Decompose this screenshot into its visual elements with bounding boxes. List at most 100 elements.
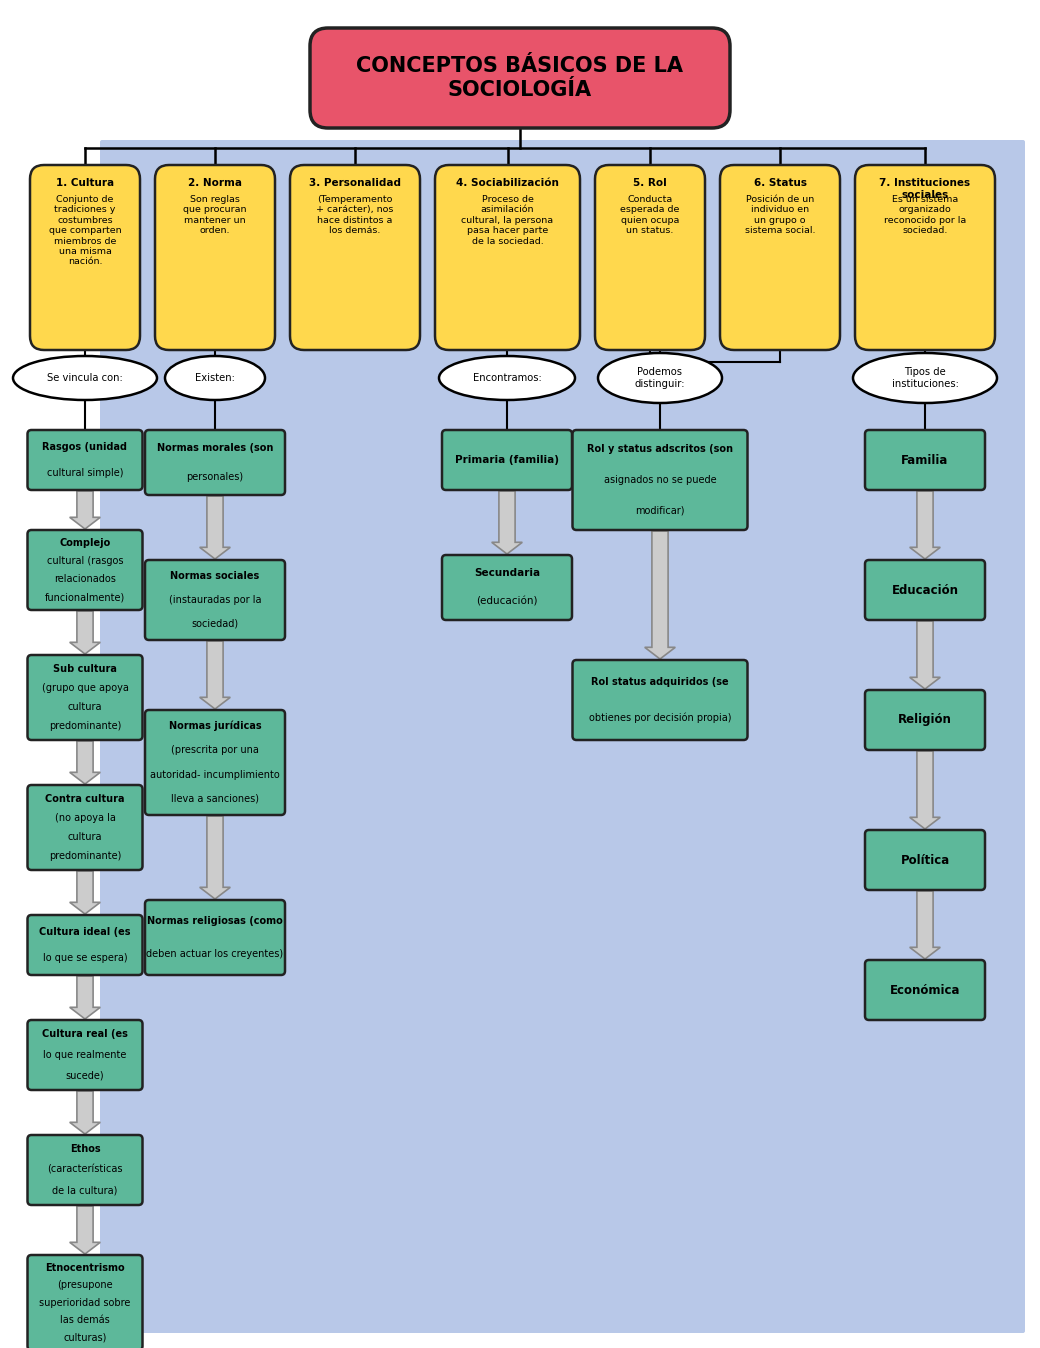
Text: Son reglas
que procuran
mantener un
orden.: Son reglas que procuran mantener un orde… <box>183 195 246 235</box>
FancyBboxPatch shape <box>27 785 142 869</box>
Text: cultura: cultura <box>68 702 102 712</box>
Text: relacionados: relacionados <box>54 574 115 584</box>
Text: (prescrita por una: (prescrita por una <box>171 745 259 755</box>
FancyBboxPatch shape <box>155 164 275 350</box>
Text: culturas): culturas) <box>63 1332 107 1343</box>
Text: 5. Rol: 5. Rol <box>633 178 667 187</box>
Text: autoridad- incumplimiento: autoridad- incumplimiento <box>150 770 280 779</box>
FancyBboxPatch shape <box>145 900 285 975</box>
Text: Conjunto de
tradiciones y
costumbres
que comparten
miembros de
una misma
nación.: Conjunto de tradiciones y costumbres que… <box>49 195 122 267</box>
FancyBboxPatch shape <box>100 140 1025 1333</box>
Text: las demás: las demás <box>60 1314 110 1325</box>
Polygon shape <box>645 531 675 659</box>
Ellipse shape <box>598 353 722 403</box>
Text: Religión: Religión <box>899 713 952 727</box>
Text: sociedad): sociedad) <box>191 619 238 630</box>
Text: CONCEPTOS BÁSICOS DE LA
SOCIOLOGÍA: CONCEPTOS BÁSICOS DE LA SOCIOLOGÍA <box>357 57 683 100</box>
FancyBboxPatch shape <box>442 555 572 620</box>
Text: Existen:: Existen: <box>196 373 235 383</box>
Polygon shape <box>910 621 940 689</box>
Text: Educación: Educación <box>891 584 959 597</box>
Polygon shape <box>200 816 230 899</box>
Text: 6. Status: 6. Status <box>754 178 806 187</box>
Text: (no apoya la: (no apoya la <box>54 813 115 822</box>
Text: (instauradas por la: (instauradas por la <box>168 594 261 605</box>
FancyBboxPatch shape <box>27 1020 142 1091</box>
FancyBboxPatch shape <box>27 530 142 611</box>
Polygon shape <box>70 611 100 654</box>
FancyBboxPatch shape <box>855 164 995 350</box>
FancyBboxPatch shape <box>435 164 580 350</box>
Text: Es un sistema
organizado
reconocido por la
sociedad.: Es un sistema organizado reconocido por … <box>884 195 966 235</box>
Text: (grupo que apoya: (grupo que apoya <box>42 683 128 693</box>
Ellipse shape <box>165 356 265 400</box>
Polygon shape <box>70 871 100 914</box>
FancyBboxPatch shape <box>865 430 985 491</box>
Text: 2. Norma: 2. Norma <box>188 178 242 187</box>
FancyBboxPatch shape <box>145 559 285 640</box>
Text: de la cultura): de la cultura) <box>52 1186 118 1196</box>
Text: Complejo: Complejo <box>59 538 110 549</box>
Text: lleva a sanciones): lleva a sanciones) <box>171 794 259 803</box>
Text: Rasgos (unidad: Rasgos (unidad <box>43 442 128 452</box>
FancyBboxPatch shape <box>572 661 748 740</box>
FancyBboxPatch shape <box>595 164 705 350</box>
FancyBboxPatch shape <box>27 655 142 740</box>
Text: Se vincula con:: Se vincula con: <box>47 373 123 383</box>
FancyBboxPatch shape <box>572 430 748 530</box>
Text: Etnocentrismo: Etnocentrismo <box>45 1263 125 1273</box>
Text: deben actuar los creyentes): deben actuar los creyentes) <box>147 949 284 960</box>
Text: sucede): sucede) <box>66 1070 104 1081</box>
Text: lo que realmente: lo que realmente <box>44 1050 127 1060</box>
FancyBboxPatch shape <box>865 559 985 620</box>
Text: lo que se espera): lo que se espera) <box>43 953 127 962</box>
Text: Sub cultura: Sub cultura <box>53 663 116 674</box>
FancyBboxPatch shape <box>290 164 420 350</box>
Polygon shape <box>200 496 230 559</box>
Text: Proceso de
asimilación
cultural, la persona
pasa hacer parte
de la sociedad.: Proceso de asimilación cultural, la pers… <box>462 195 553 245</box>
Polygon shape <box>70 491 100 528</box>
Text: Contra cultura: Contra cultura <box>46 794 125 803</box>
Text: (presupone: (presupone <box>57 1281 112 1290</box>
FancyBboxPatch shape <box>27 430 142 491</box>
Text: Cultura ideal (es: Cultura ideal (es <box>40 927 131 937</box>
Text: 1. Cultura: 1. Cultura <box>56 178 114 187</box>
Text: Normas religiosas (como: Normas religiosas (como <box>147 915 283 926</box>
FancyBboxPatch shape <box>720 164 840 350</box>
Polygon shape <box>70 1206 100 1254</box>
Polygon shape <box>910 491 940 559</box>
Text: (educación): (educación) <box>476 597 538 607</box>
Text: Económica: Económica <box>890 984 960 996</box>
Text: obtienes por decisión propia): obtienes por decisión propia) <box>589 713 731 724</box>
FancyBboxPatch shape <box>27 915 142 975</box>
Text: cultural simple): cultural simple) <box>47 468 124 479</box>
Ellipse shape <box>853 353 997 403</box>
Polygon shape <box>70 741 100 785</box>
Text: (características: (características <box>47 1165 123 1175</box>
Text: cultural (rasgos: cultural (rasgos <box>47 555 124 566</box>
FancyBboxPatch shape <box>30 164 140 350</box>
Text: personales): personales) <box>186 472 243 481</box>
Text: predominante): predominante) <box>49 852 122 861</box>
Text: modificar): modificar) <box>635 506 684 516</box>
Polygon shape <box>910 751 940 829</box>
FancyBboxPatch shape <box>27 1135 142 1205</box>
FancyBboxPatch shape <box>865 690 985 749</box>
Text: Ethos: Ethos <box>70 1144 100 1154</box>
FancyBboxPatch shape <box>27 1255 142 1348</box>
Polygon shape <box>910 891 940 958</box>
Text: Normas sociales: Normas sociales <box>171 572 260 581</box>
Polygon shape <box>492 491 522 554</box>
FancyBboxPatch shape <box>145 710 285 816</box>
Text: Rol y status adscritos (son: Rol y status adscritos (son <box>587 445 733 454</box>
FancyBboxPatch shape <box>310 28 730 128</box>
Text: Familia: Familia <box>902 453 948 466</box>
Text: superioridad sobre: superioridad sobre <box>40 1298 131 1308</box>
Polygon shape <box>70 976 100 1019</box>
Text: Conducta
esperada de
quien ocupa
un status.: Conducta esperada de quien ocupa un stat… <box>620 195 680 235</box>
FancyBboxPatch shape <box>865 830 985 890</box>
Ellipse shape <box>439 356 575 400</box>
Text: Normas morales (son: Normas morales (son <box>157 443 274 453</box>
Text: asignados no se puede: asignados no se puede <box>603 474 717 485</box>
FancyBboxPatch shape <box>442 430 572 491</box>
